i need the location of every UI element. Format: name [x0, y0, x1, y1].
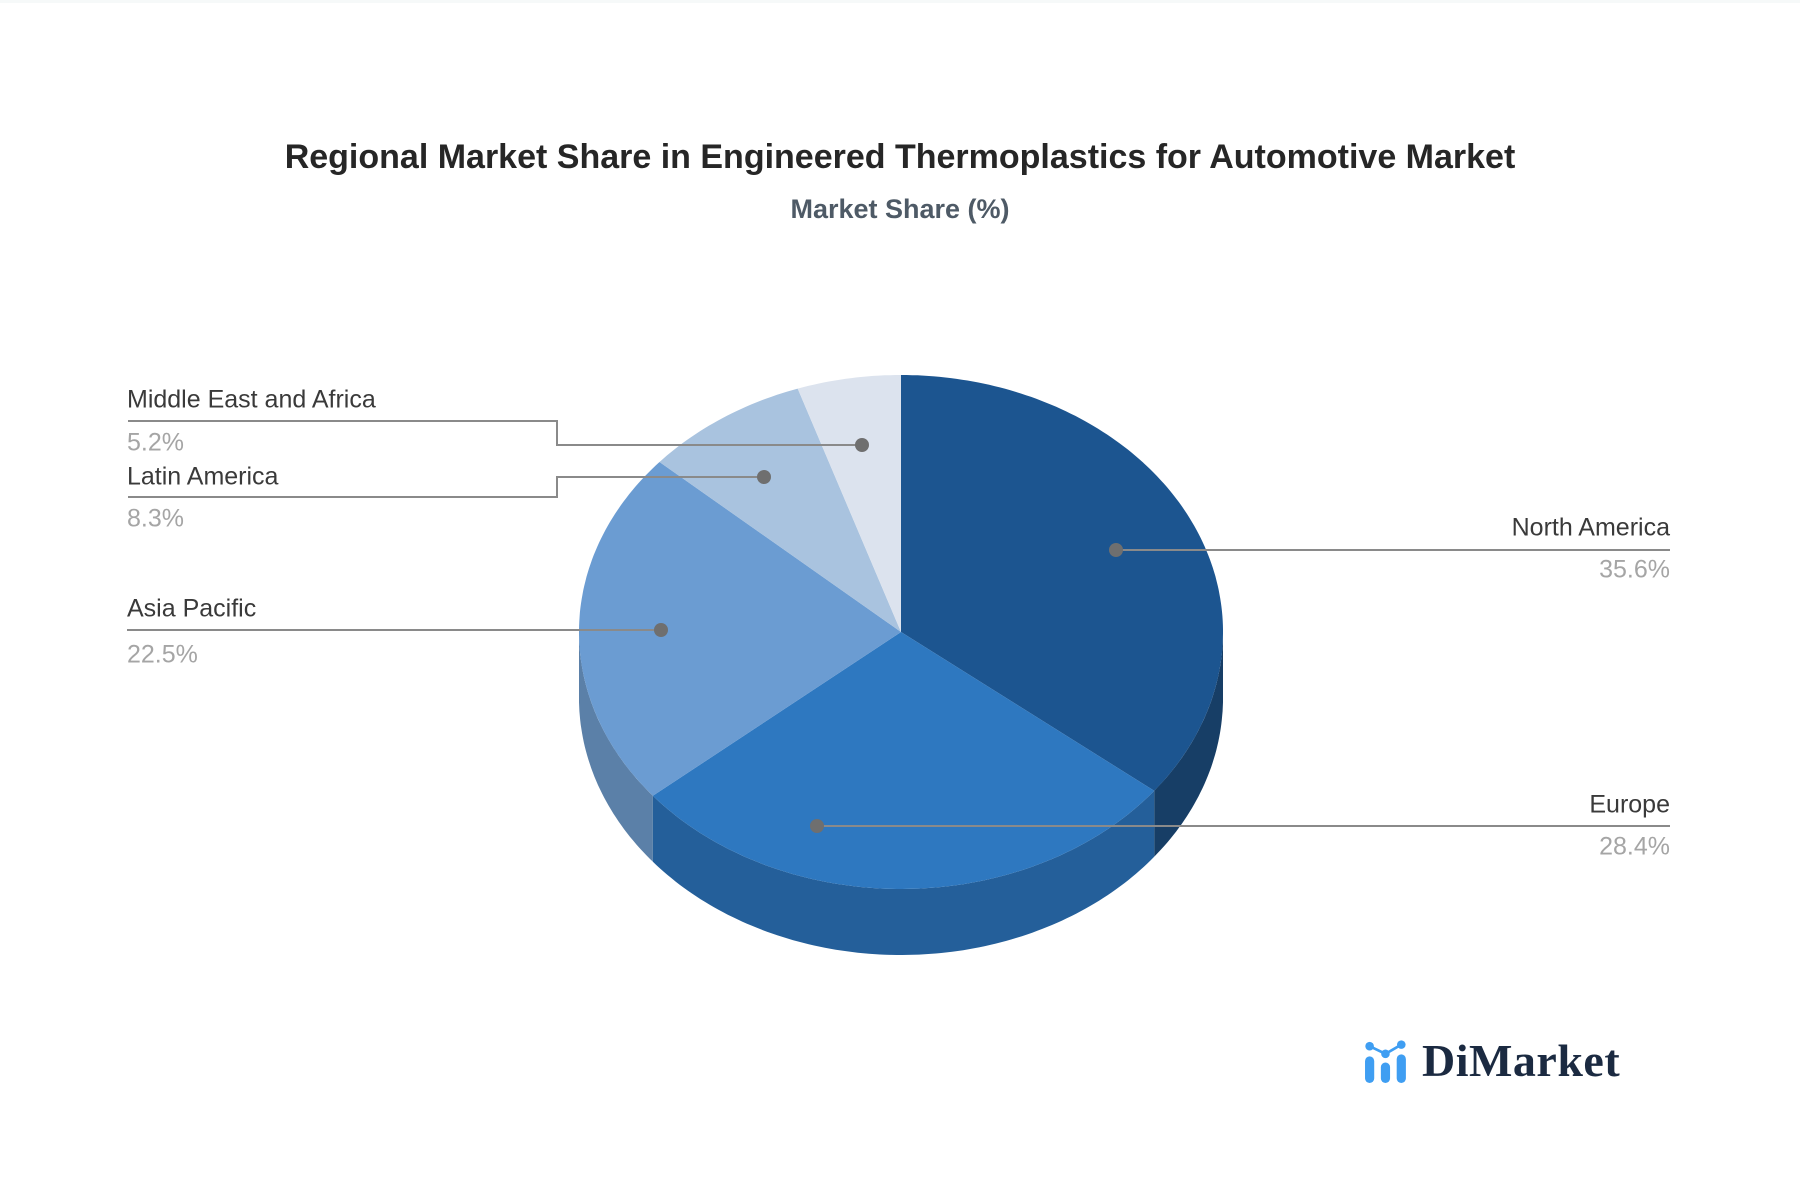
pie-slice-europe[interactable] — [652, 632, 1155, 889]
pie-slice-asia-pacific[interactable] — [579, 462, 901, 796]
pie-slice-side-asia-pacific — [579, 632, 653, 862]
callout-line-latin-america — [128, 476, 764, 498]
chart-subtitle: Market Share (%) — [790, 194, 1010, 224]
callout-dot-latin-america — [757, 470, 771, 484]
pie-slice-latin-america[interactable] — [659, 388, 902, 632]
pie-slice-north-america[interactable] — [901, 375, 1223, 791]
chart-title: Regional Market Share in Engineered Ther… — [284, 138, 1516, 176]
pie-slice-side-europe — [652, 790, 1155, 955]
bar-chart-trend-icon — [1365, 1039, 1406, 1083]
logo-text: DiMarket — [1422, 1035, 1621, 1086]
pie-slice-middle-east-and-africa[interactable] — [797, 375, 901, 632]
callout-dot-europe — [810, 819, 824, 833]
pie-slice-side-north-america — [1154, 632, 1223, 857]
callout-dot-asia-pacific — [654, 623, 668, 637]
callout-dot-north-america — [1109, 543, 1123, 557]
callout-line-middle-east-and-africa — [128, 420, 862, 446]
callout-dot-middle-east-and-africa — [855, 438, 869, 452]
top-border — [0, 0, 1800, 3]
logo: DiMarket — [1364, 1038, 1620, 1084]
